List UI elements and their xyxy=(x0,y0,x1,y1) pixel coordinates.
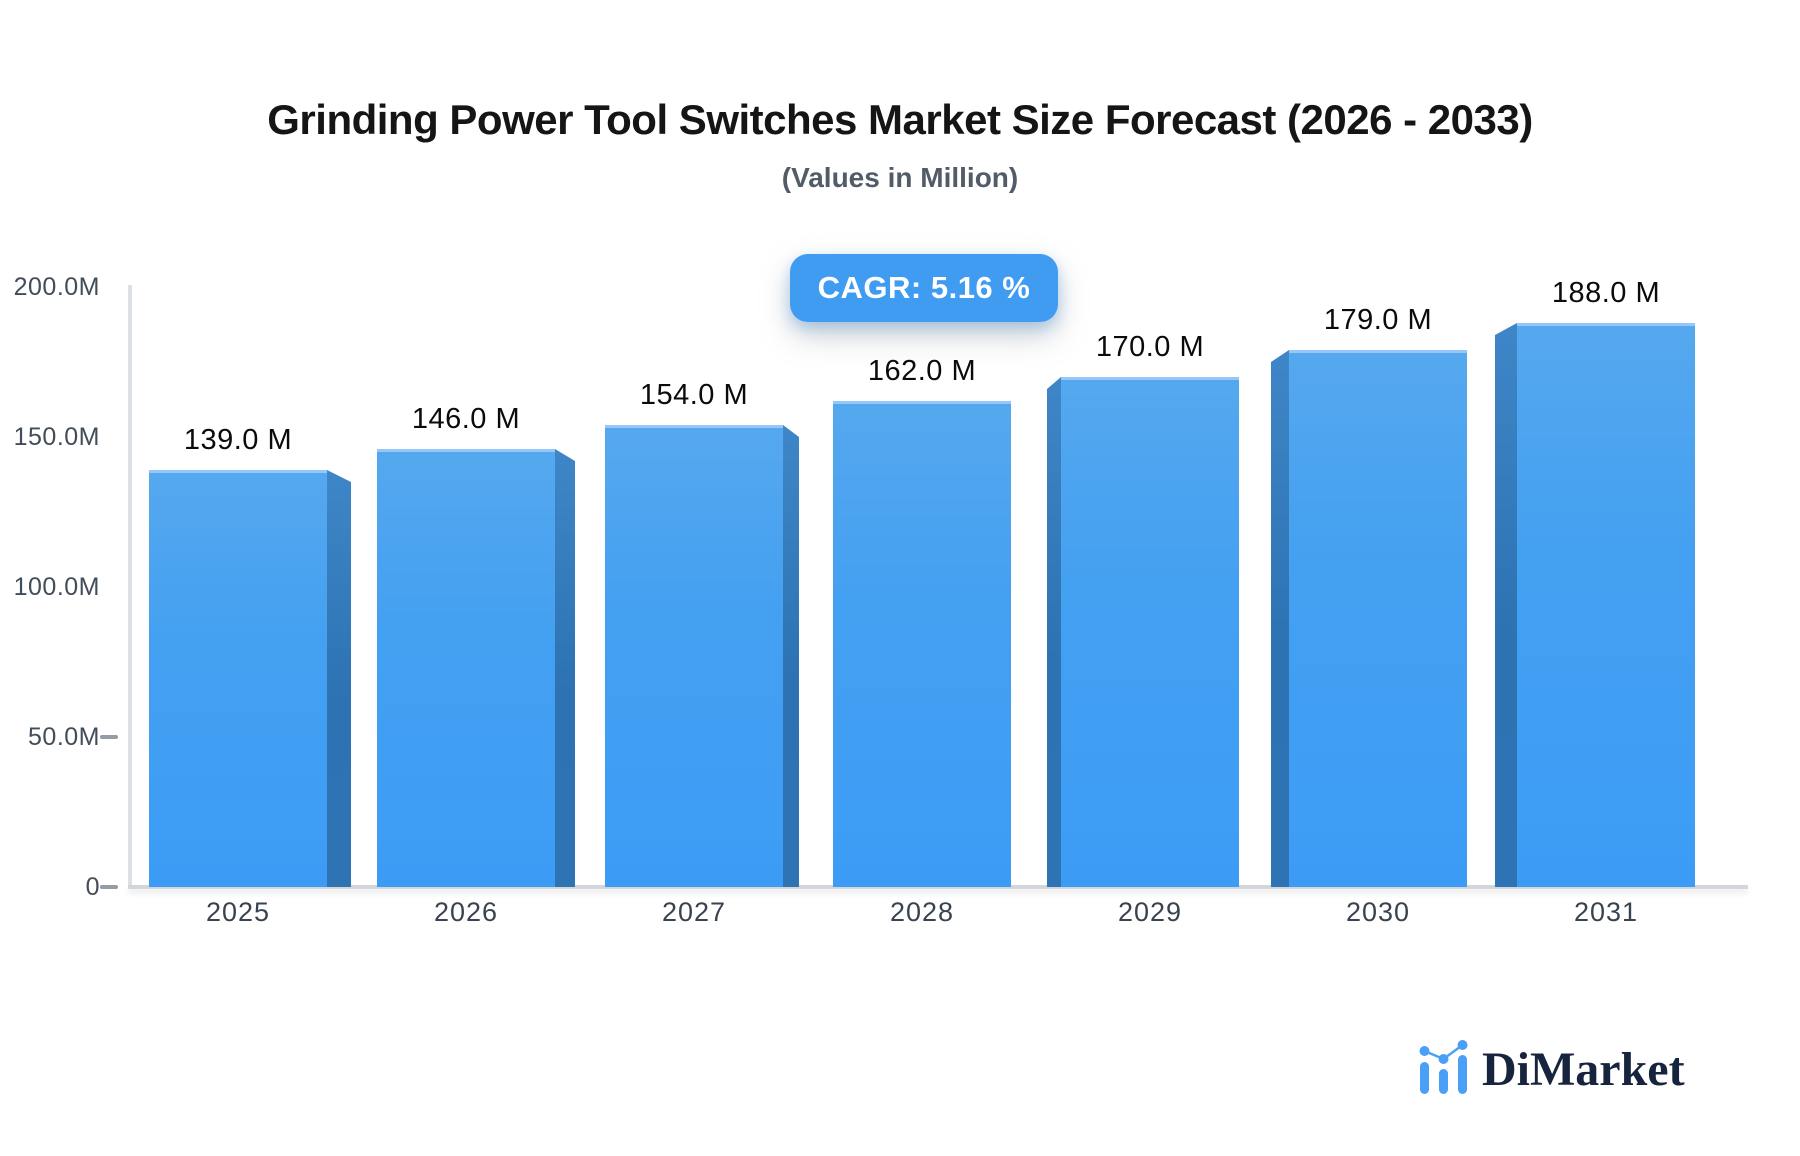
bar-value-label: 146.0 M xyxy=(411,403,521,435)
x-axis-label: 2028 xyxy=(889,897,955,927)
x-axis-label: 2031 xyxy=(1573,897,1639,927)
bar-value-label: 179.0 M xyxy=(1323,304,1433,336)
bar-side-face xyxy=(1271,350,1289,887)
y-tick-label: 100.0M xyxy=(13,573,100,601)
bar-side-face xyxy=(555,449,575,887)
bar-value-label: 188.0 M xyxy=(1551,277,1661,309)
y-tick-label: 200.0M xyxy=(13,273,100,301)
x-axis-label: 2029 xyxy=(1117,897,1183,927)
bar-value-label: 154.0 M xyxy=(639,379,749,411)
bar-value-label: 139.0 M xyxy=(183,424,293,456)
logo-text: DiMarket xyxy=(1482,1043,1685,1096)
y-tick-mark xyxy=(100,735,118,739)
bar-side-face xyxy=(1495,323,1517,887)
bar-side-face xyxy=(327,470,351,887)
bar-side-face xyxy=(783,425,799,887)
bar-face xyxy=(833,401,1011,887)
x-axis-label: 2030 xyxy=(1345,897,1411,927)
bar-face xyxy=(1517,323,1695,887)
page-title: Grinding Power Tool Switches Market Size… xyxy=(267,96,1533,143)
bar-value-label: 162.0 M xyxy=(867,355,977,387)
bar-face xyxy=(1061,377,1239,887)
y-tick-mark xyxy=(100,885,118,889)
x-axis-baseline xyxy=(128,885,1748,889)
x-axis-label: 2026 xyxy=(433,897,499,927)
x-axis-label: 2025 xyxy=(205,897,271,927)
bar-side-face xyxy=(1047,377,1061,887)
bar-face xyxy=(377,449,555,887)
bar-value-label: 170.0 M xyxy=(1095,331,1205,363)
bar-face xyxy=(149,470,327,887)
bar-face xyxy=(1289,350,1467,887)
bar-face xyxy=(605,425,783,887)
cagr-badge-label: CAGR: 5.16 % xyxy=(817,270,1031,305)
cagr-badge: CAGR: 5.16 % xyxy=(790,254,1058,322)
y-tick-label: 50.0M xyxy=(28,723,100,751)
y-tick-label: 150.0M xyxy=(13,423,100,451)
dimarket-logo[interactable]: DiMarket xyxy=(1418,1038,1685,1096)
logo-mark-icon xyxy=(1419,1040,1468,1094)
y-tick-label: 0 xyxy=(85,873,100,901)
y-axis-line xyxy=(128,285,132,889)
page-subtitle: (Values in Million) xyxy=(781,162,1019,193)
x-axis-label: 2027 xyxy=(661,897,727,927)
